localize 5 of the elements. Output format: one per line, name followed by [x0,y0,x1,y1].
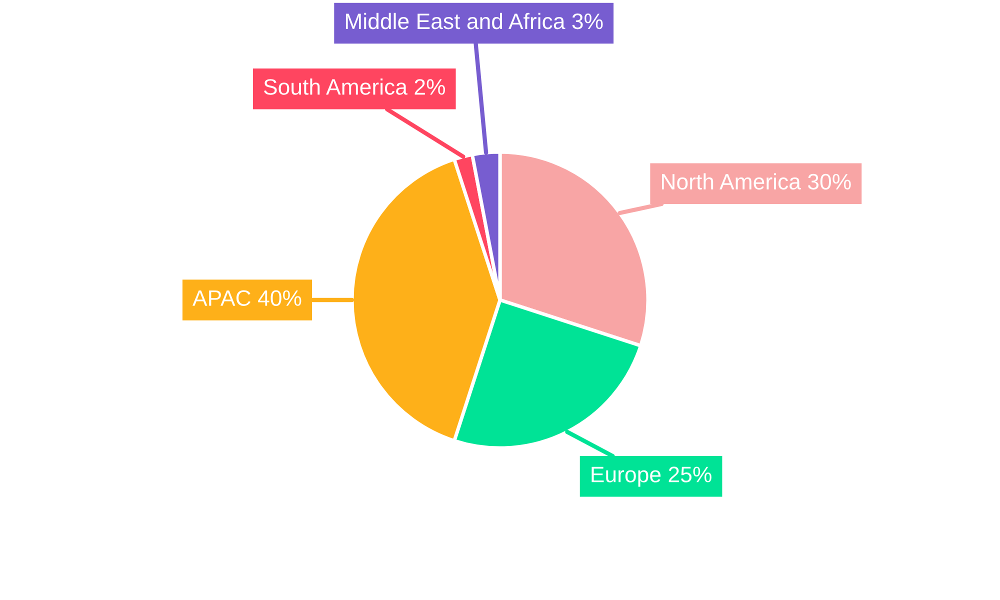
slice-label: South America 2% [264,78,446,95]
slice-label: Europe 25% [592,466,712,487]
slice-label: Middle East and Africa 3% [346,12,603,30]
slice-label: North America 30% [662,173,851,190]
slice-label: APAC 40% [192,290,302,306]
